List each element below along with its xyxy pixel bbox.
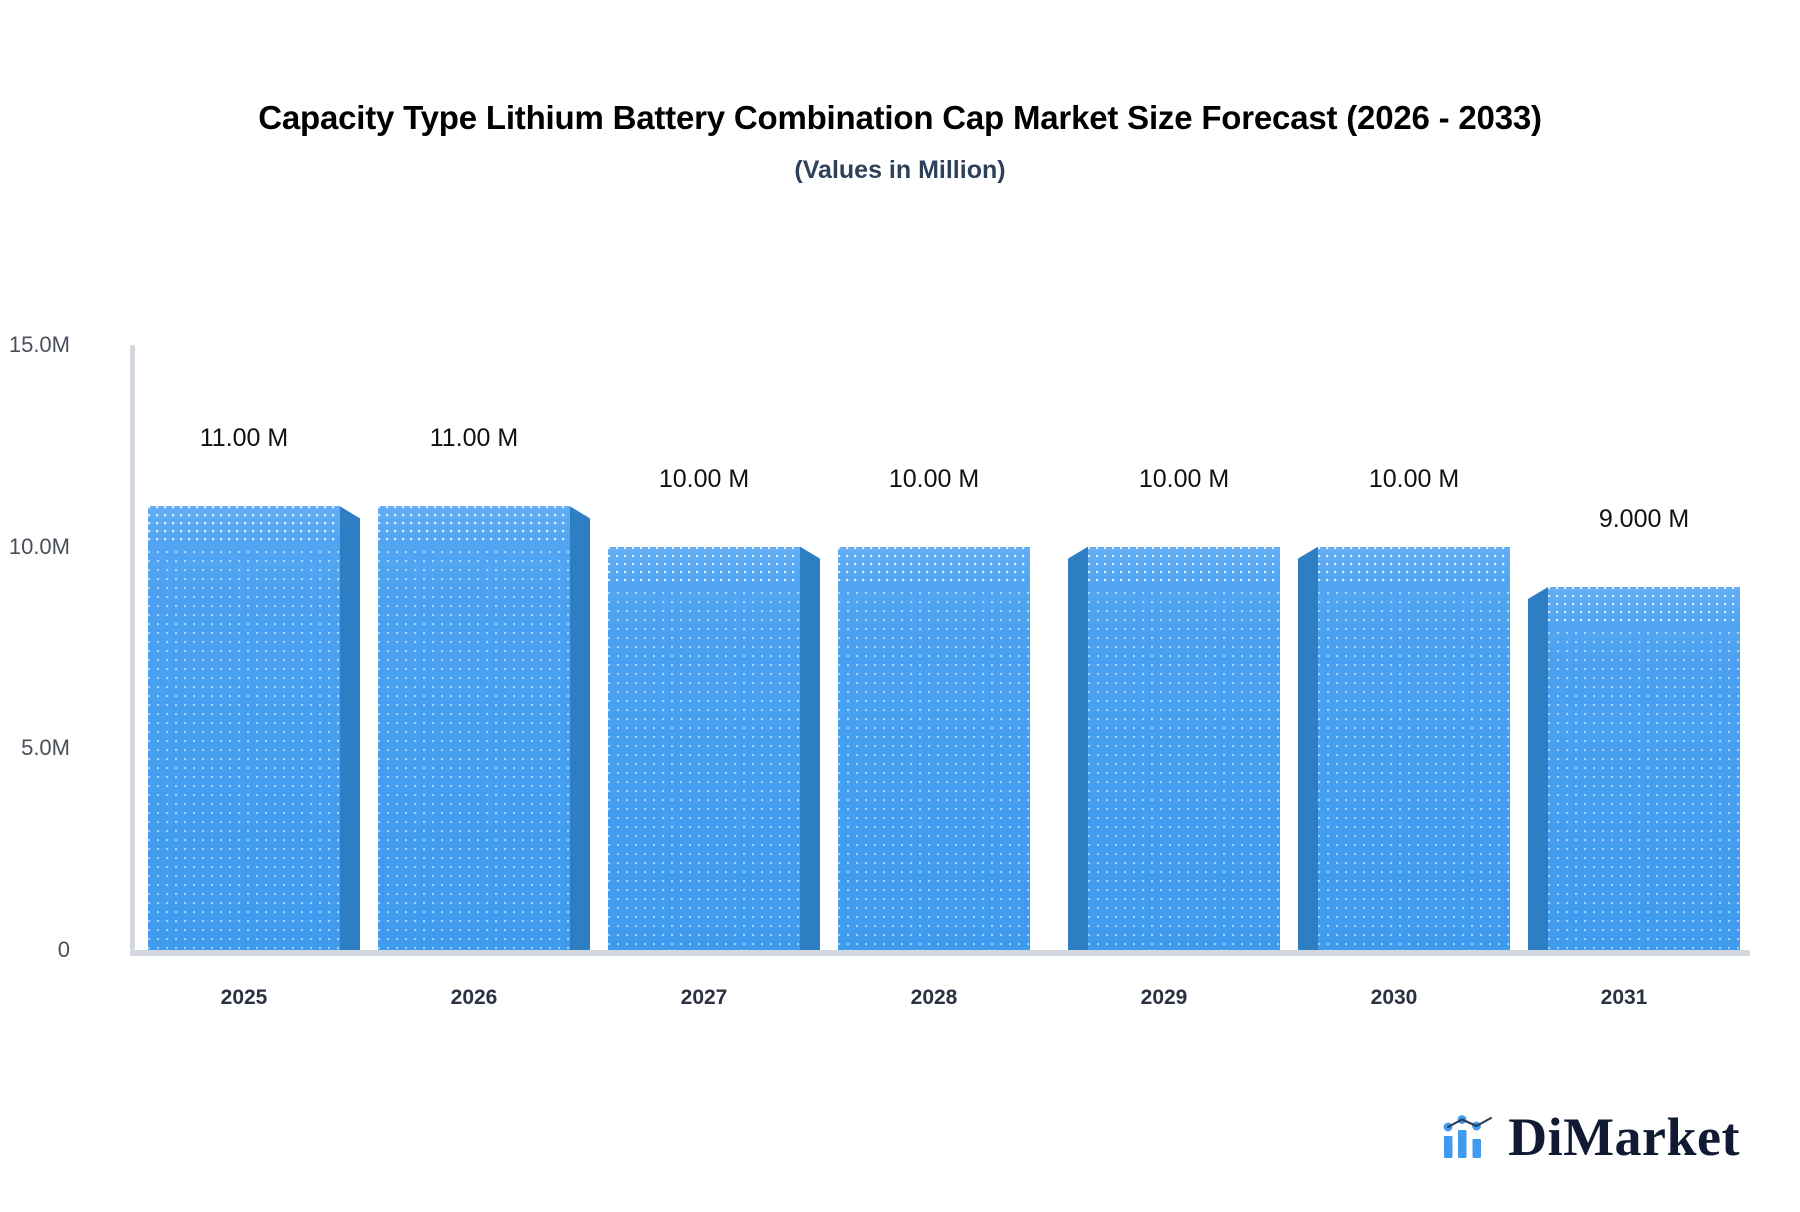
bar-side-face xyxy=(800,546,820,950)
bar-side-face xyxy=(1298,546,1318,950)
bar-2031[interactable]: 9.000 M xyxy=(1528,345,1740,950)
bar-top-highlight xyxy=(608,546,800,585)
bar-value-label: 11.00 M xyxy=(429,424,519,453)
logo-wordmark: DiMarket xyxy=(1508,1107,1740,1167)
chart-subtitle: (Values in Million) xyxy=(794,155,1006,184)
bar-face xyxy=(838,546,1030,950)
x-tick-2028: 2028 xyxy=(910,986,958,1009)
x-tick-2025: 2025 xyxy=(220,986,268,1009)
y-axis-line xyxy=(130,345,135,950)
bar-2027[interactable]: 10.00 M xyxy=(608,345,820,950)
bar-face xyxy=(378,506,570,950)
x-tick-2029: 2029 xyxy=(1140,986,1188,1009)
bar-2026[interactable]: 11.00 M xyxy=(378,345,590,950)
bar-value-label: 10.00 M xyxy=(888,464,980,493)
bar-value-label: 9.000 M xyxy=(1598,505,1690,533)
bar-face xyxy=(608,546,800,950)
y-tick-label: 10.0M xyxy=(8,533,70,559)
bar-2025[interactable]: 11.00 M xyxy=(148,345,360,950)
x-tick-2026: 2026 xyxy=(450,986,498,1009)
y-tick-10: 10.0M xyxy=(0,534,70,560)
y-tick-15: 15.0M xyxy=(0,332,70,358)
y-tick-5: 5.0M xyxy=(0,735,70,761)
bar-face xyxy=(148,506,340,950)
x-tick-2027: 2027 xyxy=(680,986,728,1009)
bar-side-face xyxy=(570,506,590,950)
bar-chart-icon xyxy=(1442,1114,1494,1160)
bar-face xyxy=(1318,546,1510,950)
y-tick-label: 5.0M xyxy=(21,735,70,761)
bar-series: 11.00 M 11.00 M 10.00 M xyxy=(130,345,1750,950)
bar-face xyxy=(1548,587,1740,950)
y-tick-label: 15.0M xyxy=(8,332,70,357)
x-tick-2031: 2031 xyxy=(1600,986,1648,1009)
bar-value-label: 10.00 M xyxy=(1138,464,1230,493)
bar-2030[interactable]: 10.00 M xyxy=(1298,345,1510,950)
page-title: Capacity Type Lithium Battery Combinatio… xyxy=(258,99,1542,136)
bar-value-label: 10.00 M xyxy=(1368,464,1460,493)
plot-area: 15.0M 10.0M 5.0M 0 11.00 M xyxy=(9,332,1750,962)
x-tick-2030: 2030 xyxy=(1370,986,1418,1009)
bar-top-highlight xyxy=(1318,546,1510,585)
bar-face xyxy=(1088,546,1280,950)
bar-value-label: 11.00 M xyxy=(199,424,289,453)
brand-logo: DiMarket xyxy=(1442,1110,1740,1164)
x-axis-line xyxy=(130,950,1750,956)
bar-side-face xyxy=(1528,587,1548,950)
y-tick-0: 0 xyxy=(0,937,70,963)
bar-value-label: 10.00 M xyxy=(658,464,750,493)
bar-side-face xyxy=(340,506,360,950)
bar-top-highlight xyxy=(1088,546,1280,585)
bar-top-highlight xyxy=(1548,587,1740,625)
chart-header: Capacity Type Lithium Battery Combinatio… xyxy=(140,96,1660,185)
y-tick-label: 0 xyxy=(57,937,70,962)
bar-top-highlight xyxy=(378,506,570,545)
bar-side-face xyxy=(1068,546,1088,950)
bar-2028[interactable]: 10.00 M xyxy=(838,345,1030,950)
bar-top-highlight xyxy=(838,546,1030,585)
bar-top-highlight xyxy=(148,506,340,545)
bar-2029[interactable]: 10.00 M xyxy=(1068,345,1280,950)
